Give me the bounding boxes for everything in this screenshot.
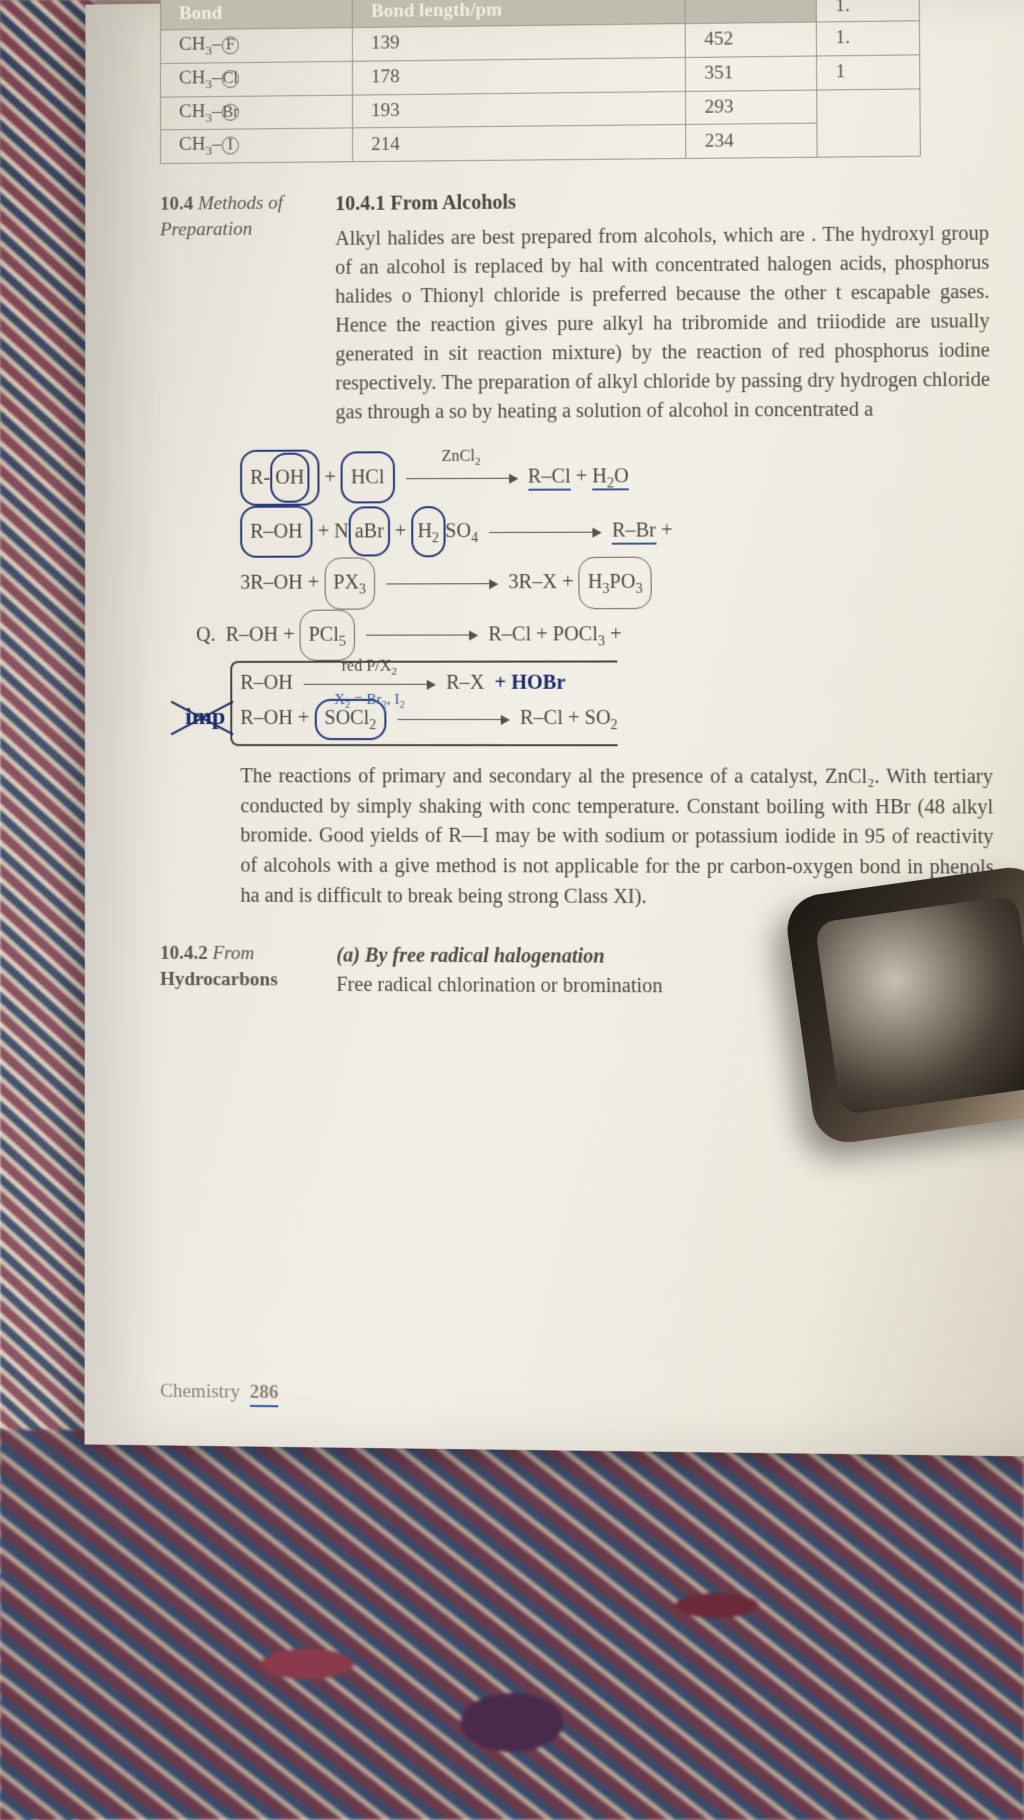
phone-corner — [783, 863, 1024, 1147]
section-side-label: 10.4 Methods of Preparation — [160, 191, 315, 429]
section-title-b: Hydrocarbons — [160, 969, 278, 991]
subsection-heading: 10.4.1 From Alcohols — [335, 184, 989, 219]
table-cell: 234 — [686, 123, 818, 158]
section-body: 10.4.1 From Alcohols Alkyl halides are b… — [335, 184, 990, 427]
table-cell: 139 — [352, 24, 685, 62]
section-title-a: From — [213, 943, 255, 964]
table-header — [685, 0, 816, 24]
item-label: (a) By free radical halogenation — [336, 944, 604, 967]
reaction-row: 3R–OH + PX3 3R–X + H3PO3 — [240, 556, 992, 609]
item-body: Free radical chlorination or bromination — [336, 974, 662, 998]
table-cell: 452 — [685, 22, 817, 57]
table-cell: 178 — [352, 57, 685, 94]
table-edge: 1. — [817, 21, 920, 56]
reaction-row: R–OH + NaBr + H2SO4 R–Br + — [240, 503, 991, 558]
footer-page-number: 286 — [250, 1382, 279, 1408]
reaction-equations: R-OH + HCl ZnCl2 R–Cl + H2O R–OH + NaBr … — [240, 447, 993, 747]
footer-subject: Chemistry — [160, 1381, 240, 1403]
reaction-row: R-OH + HCl ZnCl2 R–Cl + H2O — [240, 447, 991, 506]
table-cell: 351 — [686, 56, 818, 91]
table-edge: 1. — [816, 0, 919, 22]
table-cell: 214 — [353, 125, 686, 162]
table-cell: CH3–Cl — [161, 61, 353, 97]
reaction-row: imp R–OH red P/X2X2 = Br2, I2 R–X + HOBr… — [240, 660, 993, 747]
textbook-page: Bond Bond length/pm 1. CH3–F 139 452 1. … — [85, 0, 1024, 1457]
section-side-label: 10.4.2 From Hydrocarbons — [160, 941, 316, 1000]
fabric-bottom — [0, 1430, 1024, 1820]
bond-length-table: Bond Bond length/pm 1. CH3–F 139 452 1. … — [160, 0, 988, 164]
body-paragraph: Alkyl halides are best prepared from alc… — [335, 220, 990, 428]
table-cell: 293 — [686, 90, 818, 125]
table-cell: CH3–F — [161, 28, 353, 64]
table-cell: CH3–I — [161, 128, 353, 163]
table-edge: 1 — [817, 55, 920, 90]
table-edge — [817, 89, 921, 158]
table-cell: CH3–Br — [161, 95, 353, 131]
section-number: 10.4.2 — [160, 943, 208, 964]
table-header: Bond — [161, 0, 353, 30]
table-cell: 193 — [352, 91, 685, 128]
section-number: 10.4 — [160, 194, 193, 215]
page-footer: Chemistry 286 — [160, 1381, 278, 1405]
